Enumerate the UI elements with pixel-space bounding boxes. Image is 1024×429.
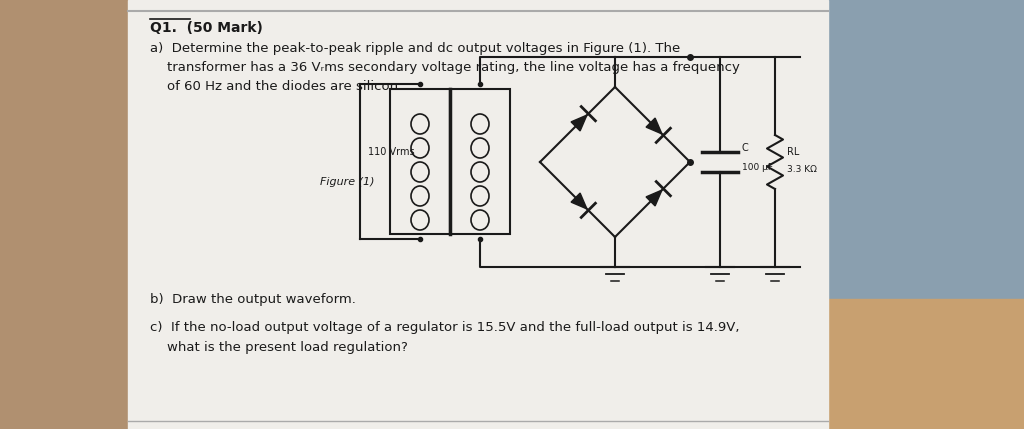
- Text: 100 μF: 100 μF: [742, 163, 773, 172]
- Polygon shape: [571, 193, 587, 209]
- Text: 3.3 KΩ: 3.3 KΩ: [787, 166, 817, 175]
- Bar: [450, 89, 510, 234]
- Text: c)  If the no-load output voltage of a regulator is 15.5V and the full-load outp: c) If the no-load output voltage of a re…: [150, 321, 739, 334]
- Text: RL: RL: [787, 147, 800, 157]
- Text: what is the present load regulation?: what is the present load regulation?: [150, 341, 408, 354]
- Polygon shape: [571, 115, 587, 131]
- Bar: [828, 299, 1024, 429]
- Text: Q1.  (50 Mark): Q1. (50 Mark): [150, 21, 263, 35]
- Text: Figure (1): Figure (1): [319, 177, 375, 187]
- Text: of 60 Hz and the diodes are silicon.: of 60 Hz and the diodes are silicon.: [150, 80, 402, 93]
- Bar: [390, 89, 450, 234]
- Text: 110 Vrms: 110 Vrms: [369, 147, 415, 157]
- Bar: [0, 0, 130, 429]
- Bar: [128, 0, 828, 429]
- Bar: [828, 0, 1024, 389]
- Text: C: C: [742, 143, 749, 153]
- Bar: [828, 0, 1024, 429]
- Text: transformer has a 36 Vᵣms secondary voltage rating, the line voltage has a frequ: transformer has a 36 Vᵣms secondary volt…: [150, 61, 740, 74]
- Polygon shape: [646, 118, 662, 134]
- Text: a)  Determine the peak-to-peak ripple and dc output voltages in Figure (1). The: a) Determine the peak-to-peak ripple and…: [150, 42, 680, 55]
- Text: b)  Draw the output waveform.: b) Draw the output waveform.: [150, 293, 356, 306]
- Polygon shape: [646, 190, 662, 206]
